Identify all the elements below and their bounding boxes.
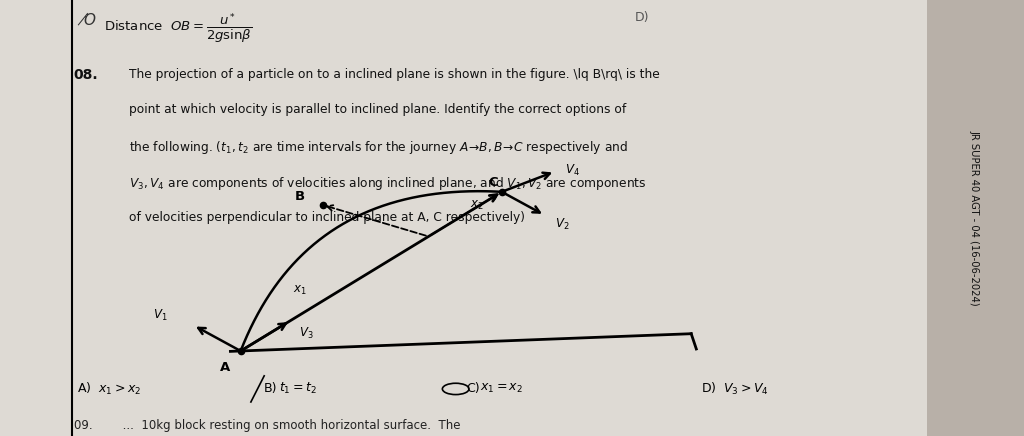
Text: B: B [295,190,305,203]
Text: C): C) [466,382,479,395]
Text: JR SUPER 40 AGT - 04 (16-06-2024): JR SUPER 40 AGT - 04 (16-06-2024) [970,130,980,306]
Text: B): B) [264,382,278,395]
Text: $V_3, V_4$ are components of velocities along inclined plane, and $V_1, V_2$ are: $V_3, V_4$ are components of velocities … [129,175,646,192]
Text: $x_1$: $x_1$ [293,284,306,297]
Bar [927,0,1024,436]
Text: $V_2$: $V_2$ [555,218,569,232]
Text: $\not\!\!O$: $\not\!\!O$ [77,11,96,28]
Text: A)  $x_1 > x_2$: A) $x_1 > x_2$ [77,381,141,397]
Text: D): D) [635,11,649,24]
Text: D)  $V_3 > V_4$: D) $V_3 > V_4$ [701,381,769,397]
Text: $V_3$: $V_3$ [299,326,313,341]
Text: $V_4$: $V_4$ [565,163,580,178]
Text: $x_1 = x_2$: $x_1 = x_2$ [480,382,523,395]
Text: C: C [488,176,499,189]
Text: Distance  $OB = \dfrac{u^*}{2g\sin\!\beta}$: Distance $OB = \dfrac{u^*}{2g\sin\!\beta… [104,11,253,44]
Text: $x_2$: $x_2$ [470,199,484,212]
Text: point at which velocity is parallel to inclined plane. Identify the correct opti: point at which velocity is parallel to i… [129,103,627,116]
Text: $t_1 = t_2$: $t_1 = t_2$ [279,382,316,396]
Text: 08.: 08. [74,68,98,82]
Text: $V_1$: $V_1$ [154,308,168,323]
Text: A: A [220,361,230,374]
Text: of velocities perpendicular to inclined plane at A, C respectively): of velocities perpendicular to inclined … [129,211,525,224]
Text: The projection of a particle on to a inclined plane is shown in the figure. \lq : The projection of a particle on to a inc… [129,68,659,81]
Text: the following. $(t_1, t_2$ are time intervals for the journey $A \!\rightarrow\!: the following. $(t_1, t_2$ are time inte… [129,139,628,156]
Text: 09.        ...  10kg block resting on smooth horizontal surface.  The: 09. ... 10kg block resting on smooth hor… [74,419,460,432]
